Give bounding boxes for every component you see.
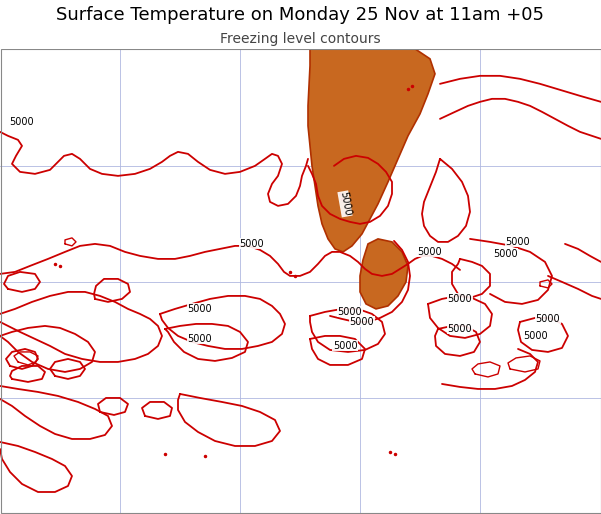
Text: 5000: 5000 [188,334,212,344]
Text: 5000: 5000 [493,249,517,259]
Text: 5000: 5000 [338,191,352,217]
Text: 5000: 5000 [535,314,560,324]
Text: 5000: 5000 [523,331,548,341]
Text: 5000: 5000 [418,247,442,257]
Text: 5000: 5000 [448,294,472,304]
Text: 5000: 5000 [188,304,212,314]
Text: 5000: 5000 [350,317,374,327]
Polygon shape [360,239,408,309]
Text: Surface Temperature on Monday 25 Nov at 11am +05: Surface Temperature on Monday 25 Nov at … [56,6,545,24]
Text: Freezing level contours: Freezing level contours [220,32,381,46]
Text: 5000: 5000 [240,239,264,249]
Text: 5000: 5000 [505,237,530,247]
Text: 5000: 5000 [333,341,358,351]
Text: 5000: 5000 [338,307,362,317]
Text: 5000: 5000 [10,117,34,127]
Polygon shape [308,49,435,252]
Text: 5000: 5000 [448,324,472,334]
